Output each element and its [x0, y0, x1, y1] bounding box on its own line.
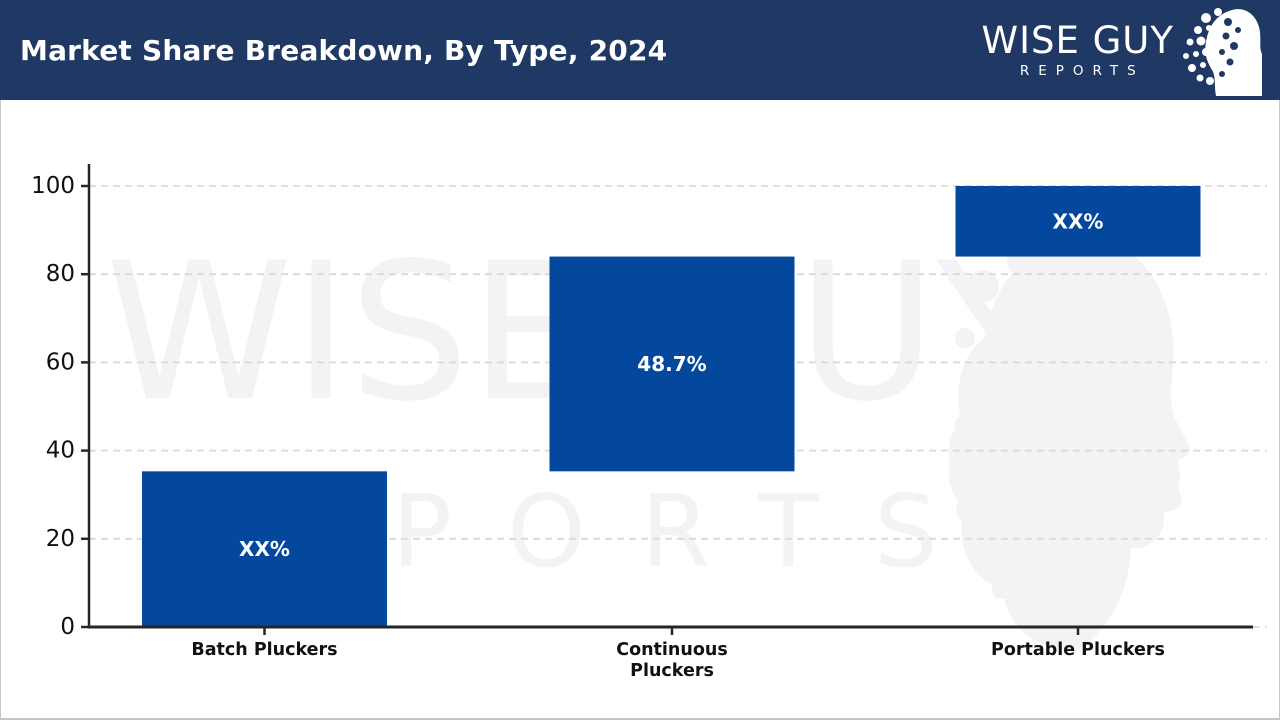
- wiseguy-head-icon: [1183, 8, 1262, 96]
- x-category-label: Portable Pluckers: [991, 640, 1165, 660]
- bar-segment: [142, 471, 387, 627]
- y-tick-label: 60: [46, 349, 75, 375]
- x-category-label: Pluckers: [630, 661, 714, 681]
- wiseguy-logo-text: WISE GUY REPORTS: [982, 22, 1174, 79]
- page-title: Market Share Breakdown, By Type, 2024: [20, 33, 668, 67]
- chart-canvas: WISE GUY REPORTS XX% 48.7% XX% 0 20 40 60 80 100…: [1, 100, 1279, 718]
- x-category-label: Batch Pluckers: [191, 640, 337, 660]
- header-bar: Market Share Breakdown, By Type, 2024 WI…: [0, 0, 1280, 100]
- logo-subtitle: REPORTS: [1019, 62, 1145, 79]
- bar-segment: [549, 256, 795, 472]
- y-tick-label: 0: [60, 614, 75, 640]
- y-tick-label: 40: [46, 438, 75, 464]
- y-tick-label: 100: [31, 173, 75, 199]
- y-tick-label: 80: [46, 261, 75, 287]
- y-tick-label: 20: [46, 526, 75, 552]
- x-category-label: Continuous: [616, 640, 728, 660]
- bar-value-label: XX%: [1053, 209, 1104, 233]
- wiseguy-logo: WISE GUY REPORTS: [982, 4, 1262, 96]
- plot-svg: XX% 48.7% XX% 0 20 40 60 80 100 Batch Pluckers Con…: [31, 164, 1267, 681]
- logo-wordmark: WISE GUY: [981, 18, 1174, 62]
- bar-value-label: XX%: [239, 537, 290, 561]
- bar-value-label: 48.7%: [637, 352, 706, 376]
